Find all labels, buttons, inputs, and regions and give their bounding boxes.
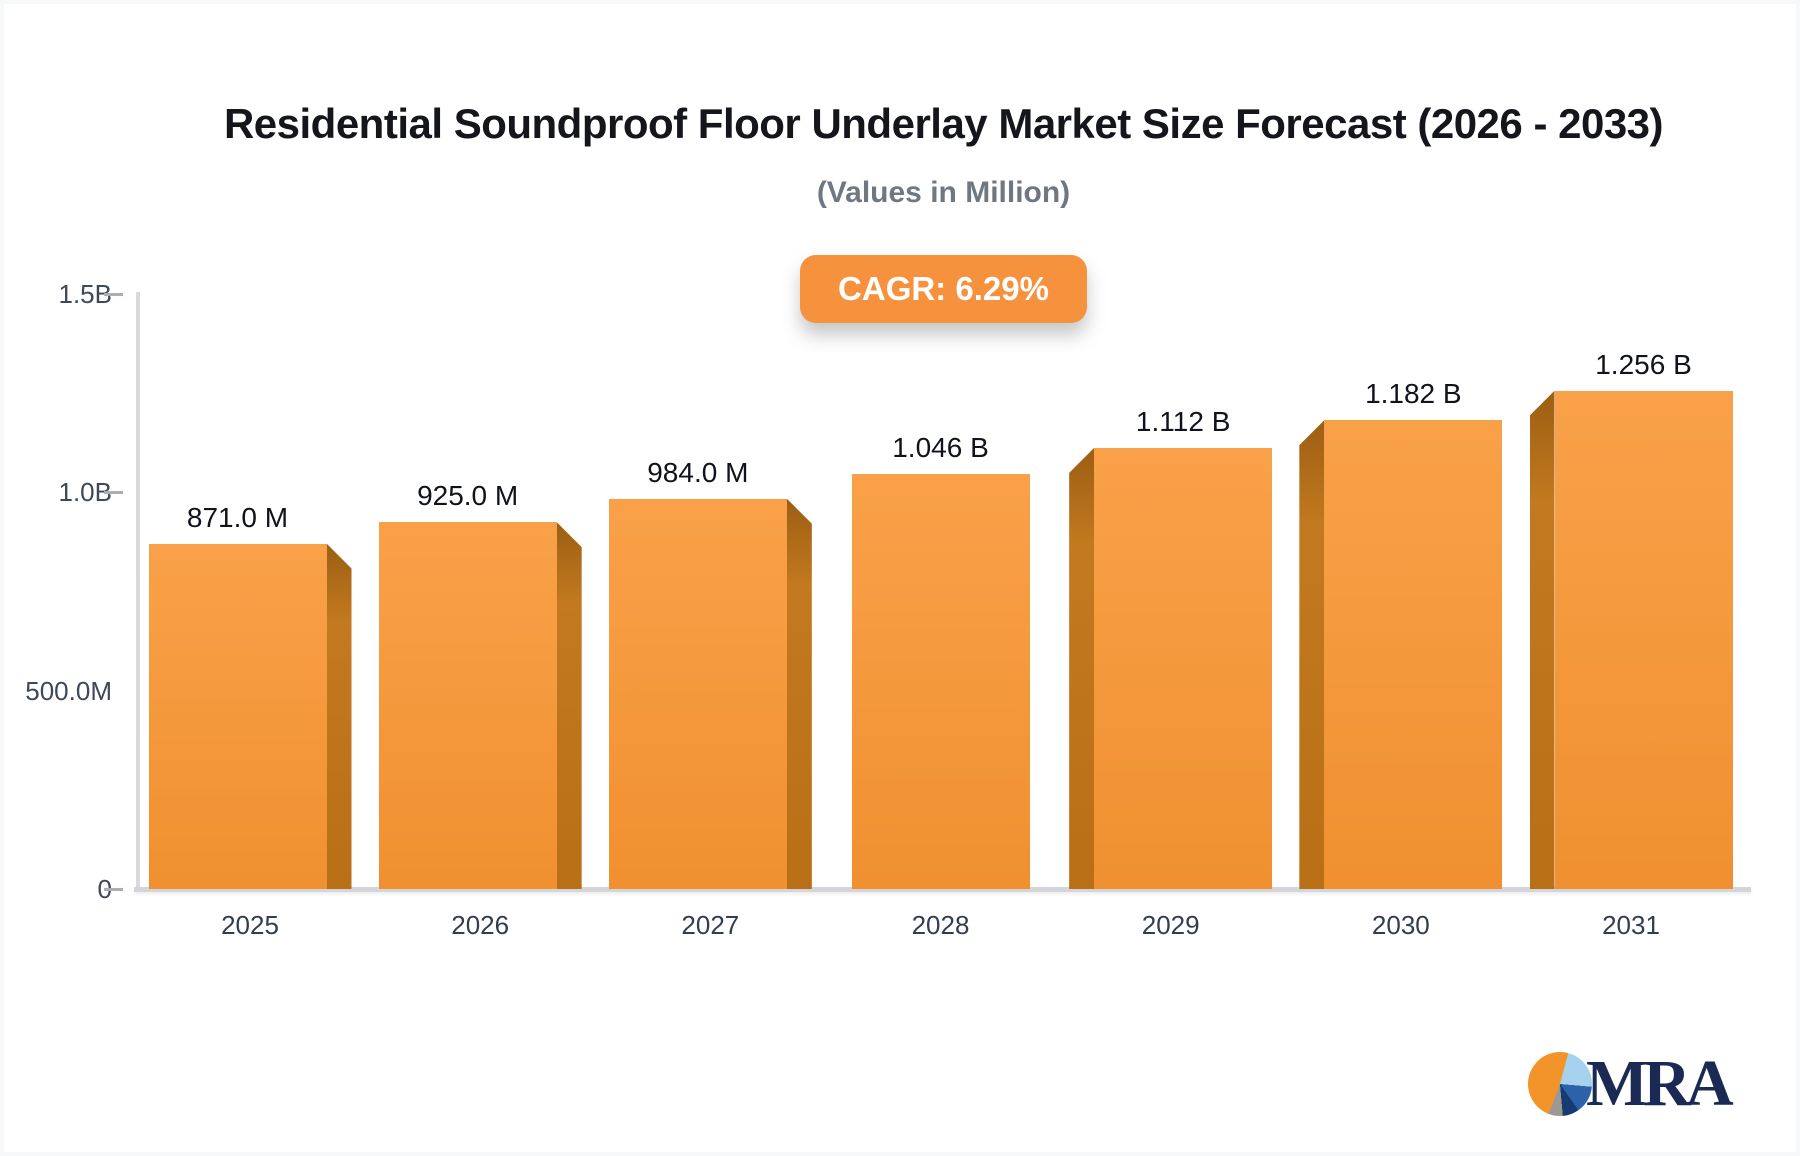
bar-side-2027 [786, 498, 812, 889]
bar-2027[interactable] [608, 498, 787, 889]
y-tick-label-0: 0 [4, 873, 112, 905]
x-tick-label-2025: 2025 [221, 910, 279, 940]
x-tick-label-2027: 2027 [681, 910, 740, 940]
bar-value-label-2028: 1.046 B [892, 432, 989, 464]
bar-2029[interactable] [1094, 447, 1273, 889]
x-tick-label-2031: 2031 [1602, 910, 1660, 940]
y-axis-line [136, 292, 140, 889]
bar-2025[interactable] [148, 543, 327, 889]
x-tick-label-2030: 2030 [1371, 910, 1430, 940]
bar-2026[interactable] [378, 522, 557, 889]
chart-subtitle: (Values in Million) [816, 176, 1071, 209]
y-tick-mark-1.0B [104, 491, 123, 495]
bar-side-2029 [1069, 447, 1095, 889]
logo-text: MRA [1586, 1047, 1734, 1120]
y-tick-mark-1.5B [104, 293, 123, 296]
y-tick-mark-0 [104, 888, 123, 891]
y-tick-label-500.0M: 500.0M [25, 675, 112, 706]
mra-logo: MRA [1528, 1038, 1758, 1130]
x-tick-label-2026: 2026 [451, 910, 510, 940]
bar-value-label-2025: 871.0 M [186, 501, 289, 533]
x-tick-label-2028: 2028 [911, 910, 970, 940]
x-axis-baseline [134, 887, 1751, 892]
cagr-badge: CAGR: 6.29% [800, 255, 1087, 323]
bar-2031[interactable] [1554, 390, 1733, 889]
x-tick-label-2029: 2029 [1141, 910, 1200, 940]
y-tick-label-1.5B: 1.5B [58, 279, 113, 309]
pie-chart-logo-icon [1528, 1052, 1592, 1116]
bar-2030[interactable] [1324, 420, 1503, 889]
bar-side-2031 [1529, 390, 1555, 889]
bar-side-2026 [556, 522, 582, 889]
bar-value-label-2026: 925.0 M [417, 480, 519, 512]
chart-card: Residential Soundproof Floor Underlay Ma… [4, 4, 1796, 1152]
bar-side-2025 [326, 543, 352, 889]
bar-value-label-2027: 984.0 M [647, 456, 749, 488]
bar-value-label-2029: 1.112 B [1135, 405, 1231, 437]
chart-title: Residential Soundproof Floor Underlay Ma… [223, 100, 1664, 147]
bar-value-label-2031: 1.256 B [1595, 348, 1692, 380]
cagr-badge-wrap: CAGR: 6.29% [136, 255, 1751, 323]
bar-2028[interactable] [851, 474, 1030, 889]
y-tick-label-1.0B: 1.0B [58, 477, 113, 508]
bar-side-2030 [1299, 420, 1325, 889]
bar-value-label-2030: 1.182 B [1365, 378, 1462, 410]
